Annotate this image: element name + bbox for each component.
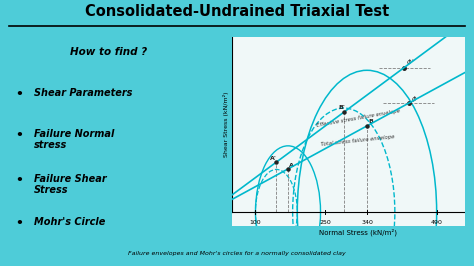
Text: •: • xyxy=(15,88,23,101)
Text: Failure Shear
Stress: Failure Shear Stress xyxy=(34,174,107,196)
Text: •: • xyxy=(15,129,23,142)
Text: Failure envelopes and Mohr's circles for a normally consolidated clay: Failure envelopes and Mohr's circles for… xyxy=(128,251,346,256)
Text: Normal Stress (kN/m²): Normal Stress (kN/m²) xyxy=(319,229,397,236)
Text: B: B xyxy=(368,119,373,124)
Text: Consolidated-Undrained Triaxial Test: Consolidated-Undrained Triaxial Test xyxy=(85,4,389,19)
Text: Effective stress failure envelope: Effective stress failure envelope xyxy=(316,109,401,128)
Text: Failure Normal
stress: Failure Normal stress xyxy=(34,129,114,150)
Text: 490: 490 xyxy=(431,221,443,225)
Text: •: • xyxy=(15,217,23,230)
Text: •: • xyxy=(15,174,23,187)
Text: $\phi'$: $\phi'$ xyxy=(406,58,414,69)
Text: Shear Parameters: Shear Parameters xyxy=(34,88,132,98)
Text: Total stress failure envelope: Total stress failure envelope xyxy=(320,135,395,147)
Text: 250: 250 xyxy=(319,221,331,225)
Text: 340: 340 xyxy=(361,221,373,225)
Text: How to find ?: How to find ? xyxy=(71,47,147,57)
Text: 100: 100 xyxy=(250,221,261,225)
Text: Mohr's Circle: Mohr's Circle xyxy=(34,217,105,227)
Text: A': A' xyxy=(270,156,277,161)
Text: B': B' xyxy=(338,105,345,110)
Text: Shear Stress (kN/m²): Shear Stress (kN/m²) xyxy=(223,92,228,157)
Text: A: A xyxy=(289,163,294,168)
Text: $\phi$: $\phi$ xyxy=(410,94,417,104)
